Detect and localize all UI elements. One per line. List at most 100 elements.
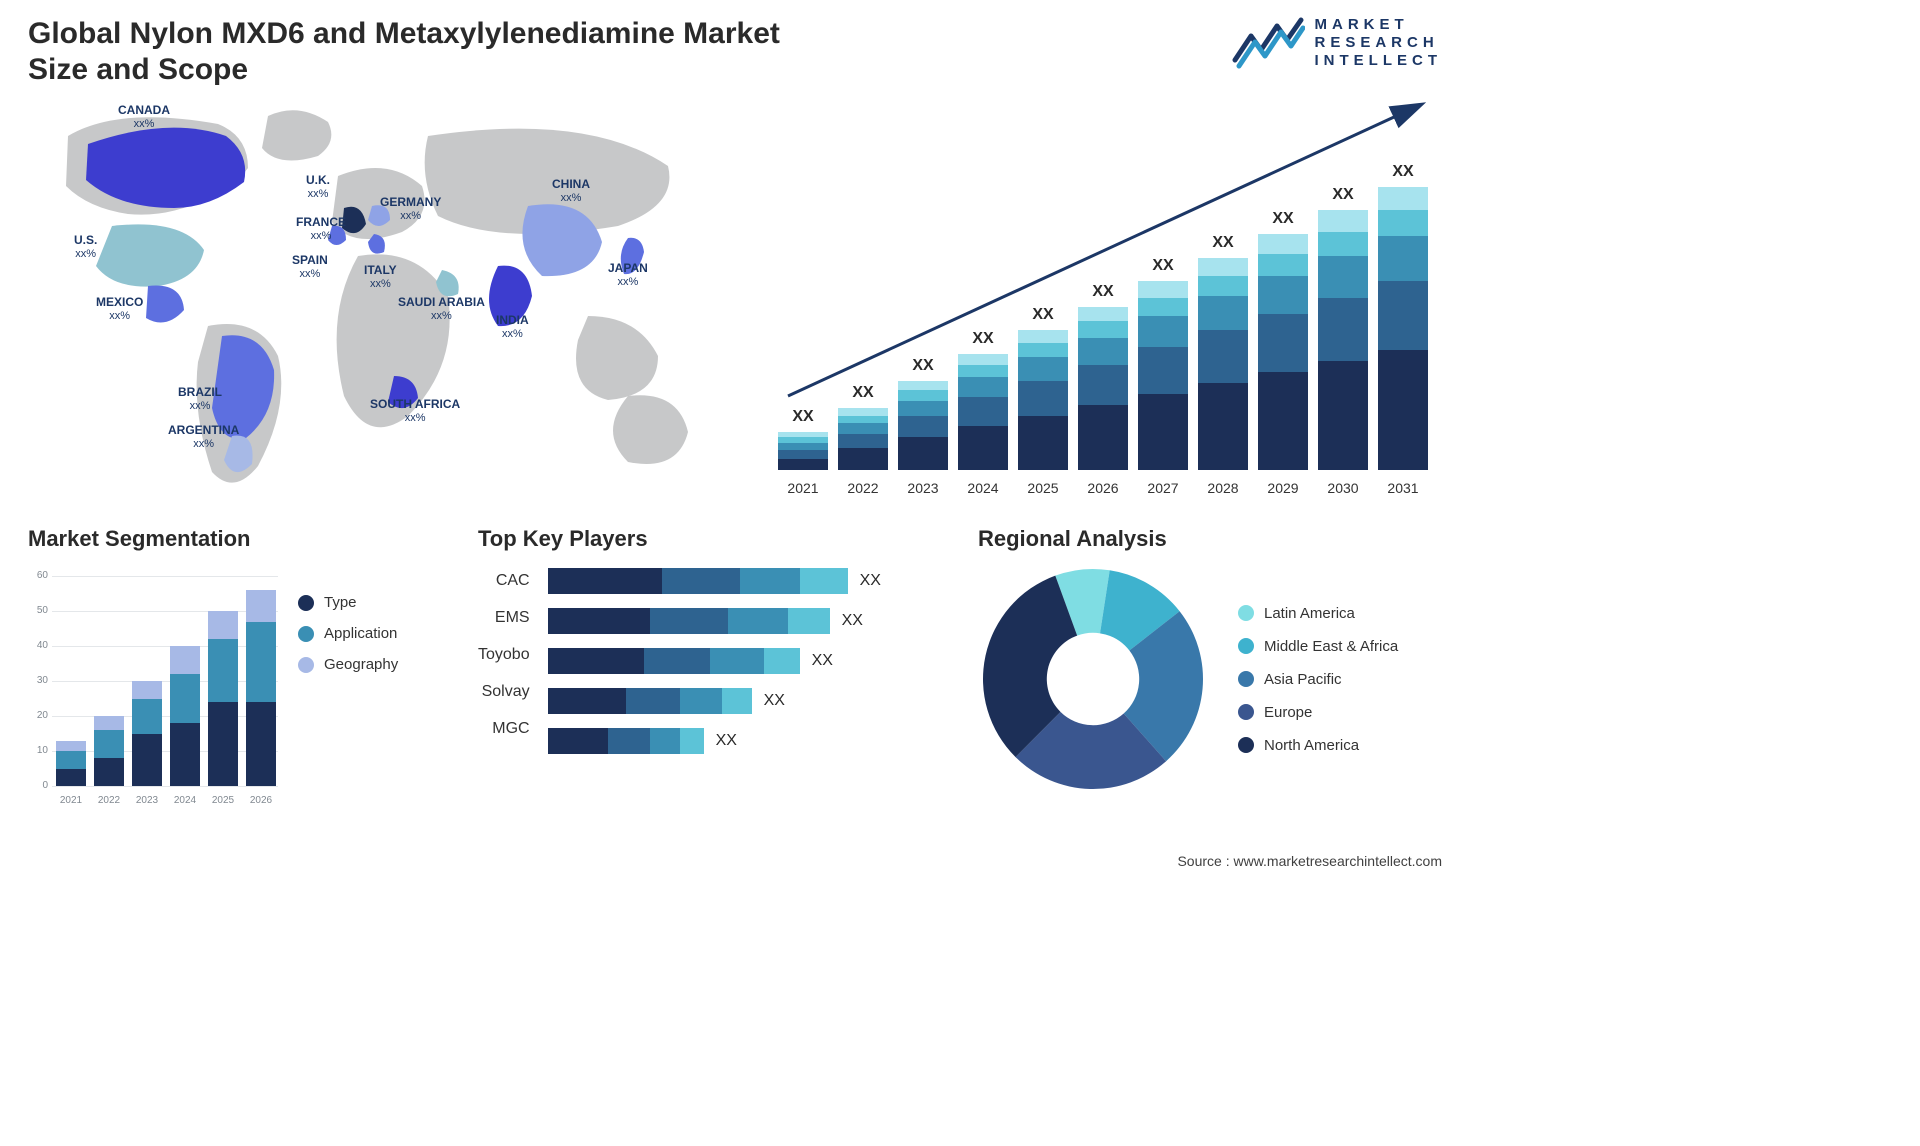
growth-bar-value: XX bbox=[958, 330, 1008, 348]
player-name: MGC bbox=[492, 720, 529, 738]
map-country-label: MEXICOxx% bbox=[96, 296, 143, 322]
growth-bar-segment bbox=[1138, 298, 1188, 316]
legend-swatch bbox=[1238, 671, 1254, 687]
growth-bar-segment bbox=[1018, 357, 1068, 381]
world-map-panel: CANADAxx%U.S.xx%MEXICOxx%BRAZILxx%ARGENT… bbox=[28, 96, 728, 496]
gridline bbox=[52, 611, 278, 612]
growth-bar-segment bbox=[1018, 330, 1068, 343]
growth-bar-segment bbox=[1318, 256, 1368, 298]
growth-bar-segment bbox=[958, 426, 1008, 470]
player-bar-segment bbox=[548, 608, 650, 634]
growth-bar-value: XX bbox=[838, 384, 888, 402]
growth-bar-segment bbox=[1018, 416, 1068, 470]
player-bar bbox=[548, 608, 830, 634]
key-player-bars: XXXXXXXXXX bbox=[548, 564, 948, 754]
seg-bar-segment bbox=[94, 758, 124, 786]
seg-bar-segment bbox=[94, 716, 124, 730]
map-country-label: SPAINxx% bbox=[292, 254, 328, 280]
growth-bar-segment bbox=[1138, 281, 1188, 297]
growth-bar-year: 2031 bbox=[1378, 480, 1428, 496]
legend-item: Middle East & Africa bbox=[1238, 638, 1398, 655]
seg-y-tick: 40 bbox=[28, 640, 48, 651]
growth-bar-value: XX bbox=[898, 357, 948, 375]
seg-bar-segment bbox=[132, 734, 162, 787]
growth-bar-segment bbox=[1318, 232, 1368, 256]
player-value: XX bbox=[812, 652, 833, 670]
growth-bar-segment bbox=[1258, 234, 1308, 254]
logo-mark-icon bbox=[1231, 16, 1305, 70]
player-bar-row: XX bbox=[548, 568, 948, 594]
seg-x-tick: 2024 bbox=[170, 795, 200, 806]
player-bar bbox=[548, 688, 752, 714]
growth-bar-value: XX bbox=[1138, 257, 1188, 275]
player-bar-segment bbox=[710, 648, 764, 674]
segmentation-legend: TypeApplicationGeography bbox=[298, 564, 398, 804]
growth-bar-segment bbox=[1378, 210, 1428, 235]
growth-bar-segment bbox=[1198, 330, 1248, 383]
legend-label: Geography bbox=[324, 656, 398, 673]
segmentation-title: Market Segmentation bbox=[28, 526, 448, 552]
growth-bar-segment bbox=[778, 443, 828, 450]
growth-bar-segment bbox=[898, 437, 948, 470]
seg-x-tick: 2022 bbox=[94, 795, 124, 806]
player-name: CAC bbox=[496, 572, 530, 590]
gridline bbox=[52, 786, 278, 787]
seg-bar-segment bbox=[208, 611, 238, 639]
growth-bar-segment bbox=[1198, 258, 1248, 276]
seg-bar-segment bbox=[246, 622, 276, 703]
growth-bar-segment bbox=[958, 397, 1008, 426]
gridline bbox=[52, 576, 278, 577]
map-country-label: INDIAxx% bbox=[496, 314, 529, 340]
growth-bar-segment bbox=[1378, 281, 1428, 350]
growth-bar-segment bbox=[1318, 361, 1368, 470]
player-bar-segment bbox=[548, 568, 662, 594]
regional-legend: Latin AmericaMiddle East & AfricaAsia Pa… bbox=[1238, 605, 1398, 754]
player-bar-row: XX bbox=[548, 648, 948, 674]
source-label: Source : www.marketresearchintellect.com bbox=[1177, 853, 1442, 869]
growth-bar-value: XX bbox=[778, 408, 828, 426]
player-bar-segment bbox=[662, 568, 740, 594]
legend-label: Latin America bbox=[1264, 605, 1355, 622]
gridline bbox=[52, 716, 278, 717]
growth-bar-segment bbox=[898, 401, 948, 416]
map-country-label: U.K.xx% bbox=[306, 174, 330, 200]
seg-bar-segment bbox=[170, 646, 200, 674]
growth-bar-year: 2023 bbox=[898, 480, 948, 496]
growth-bar-segment bbox=[1018, 343, 1068, 358]
seg-bar-segment bbox=[56, 769, 86, 787]
player-name: EMS bbox=[495, 609, 530, 627]
growth-bar-value: XX bbox=[1198, 234, 1248, 252]
map-country-label: CHINAxx% bbox=[552, 178, 590, 204]
key-player-names: CACEMSToyoboSolvayMGC bbox=[478, 564, 530, 754]
growth-bar-segment bbox=[838, 448, 888, 470]
player-bar-segment bbox=[548, 728, 608, 754]
growth-bar-segment bbox=[1198, 276, 1248, 296]
seg-y-tick: 20 bbox=[28, 710, 48, 721]
player-bar bbox=[548, 648, 800, 674]
growth-bar-segment bbox=[958, 377, 1008, 397]
legend-swatch bbox=[1238, 605, 1254, 621]
growth-bar-segment bbox=[958, 365, 1008, 378]
growth-bar-value: XX bbox=[1378, 163, 1428, 181]
map-country-label: CANADAxx% bbox=[118, 104, 170, 130]
map-country-label: ARGENTINAxx% bbox=[168, 424, 239, 450]
seg-x-tick: 2021 bbox=[56, 795, 86, 806]
growth-bar-segment bbox=[838, 416, 888, 423]
growth-bar-value: XX bbox=[1258, 210, 1308, 228]
legend-swatch bbox=[298, 657, 314, 673]
growth-bar-year: 2029 bbox=[1258, 480, 1308, 496]
growth-bar-year: 2027 bbox=[1138, 480, 1188, 496]
player-bar-segment bbox=[722, 688, 752, 714]
player-bar-segment bbox=[644, 648, 710, 674]
legend-item: North America bbox=[1238, 737, 1398, 754]
seg-bar-segment bbox=[132, 699, 162, 734]
legend-label: Europe bbox=[1264, 704, 1312, 721]
map-country-label: U.S.xx% bbox=[74, 234, 97, 260]
key-players-panel: Top Key Players CACEMSToyoboSolvayMGC XX… bbox=[478, 526, 948, 804]
map-country-label: ITALYxx% bbox=[364, 264, 397, 290]
player-bar-row: XX bbox=[548, 688, 948, 714]
player-bar-segment bbox=[650, 728, 680, 754]
seg-bar-segment bbox=[56, 751, 86, 769]
growth-bar-segment bbox=[1078, 405, 1128, 470]
legend-swatch bbox=[298, 595, 314, 611]
